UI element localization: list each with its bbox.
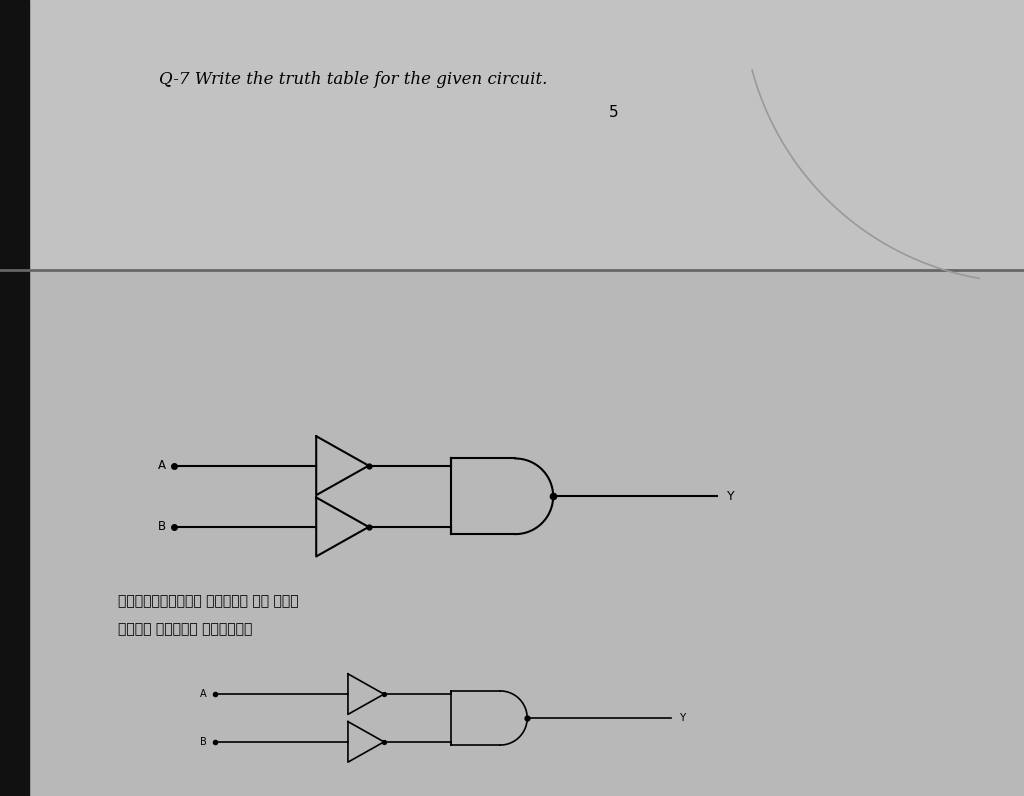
Text: Q-7 Write the truth table for the given circuit.: Q-7 Write the truth table for the given … <box>159 71 547 88</box>
Text: निम्नलिखित परिपथ के लिए: निम्नलिखित परिपथ के लिए <box>118 594 298 608</box>
Text: A: A <box>201 689 207 699</box>
Bar <box>0 270 1024 796</box>
Text: सत्य सारणी बनाइए।: सत्य सारणी बनाइए। <box>118 622 252 636</box>
Bar <box>0 0 1024 270</box>
Text: A: A <box>158 459 166 472</box>
Text: Y: Y <box>679 713 685 723</box>
Text: Y: Y <box>727 490 734 503</box>
Text: 5: 5 <box>609 105 618 120</box>
Bar <box>0 0 29 796</box>
Text: B: B <box>158 521 166 533</box>
Text: B: B <box>200 737 207 747</box>
